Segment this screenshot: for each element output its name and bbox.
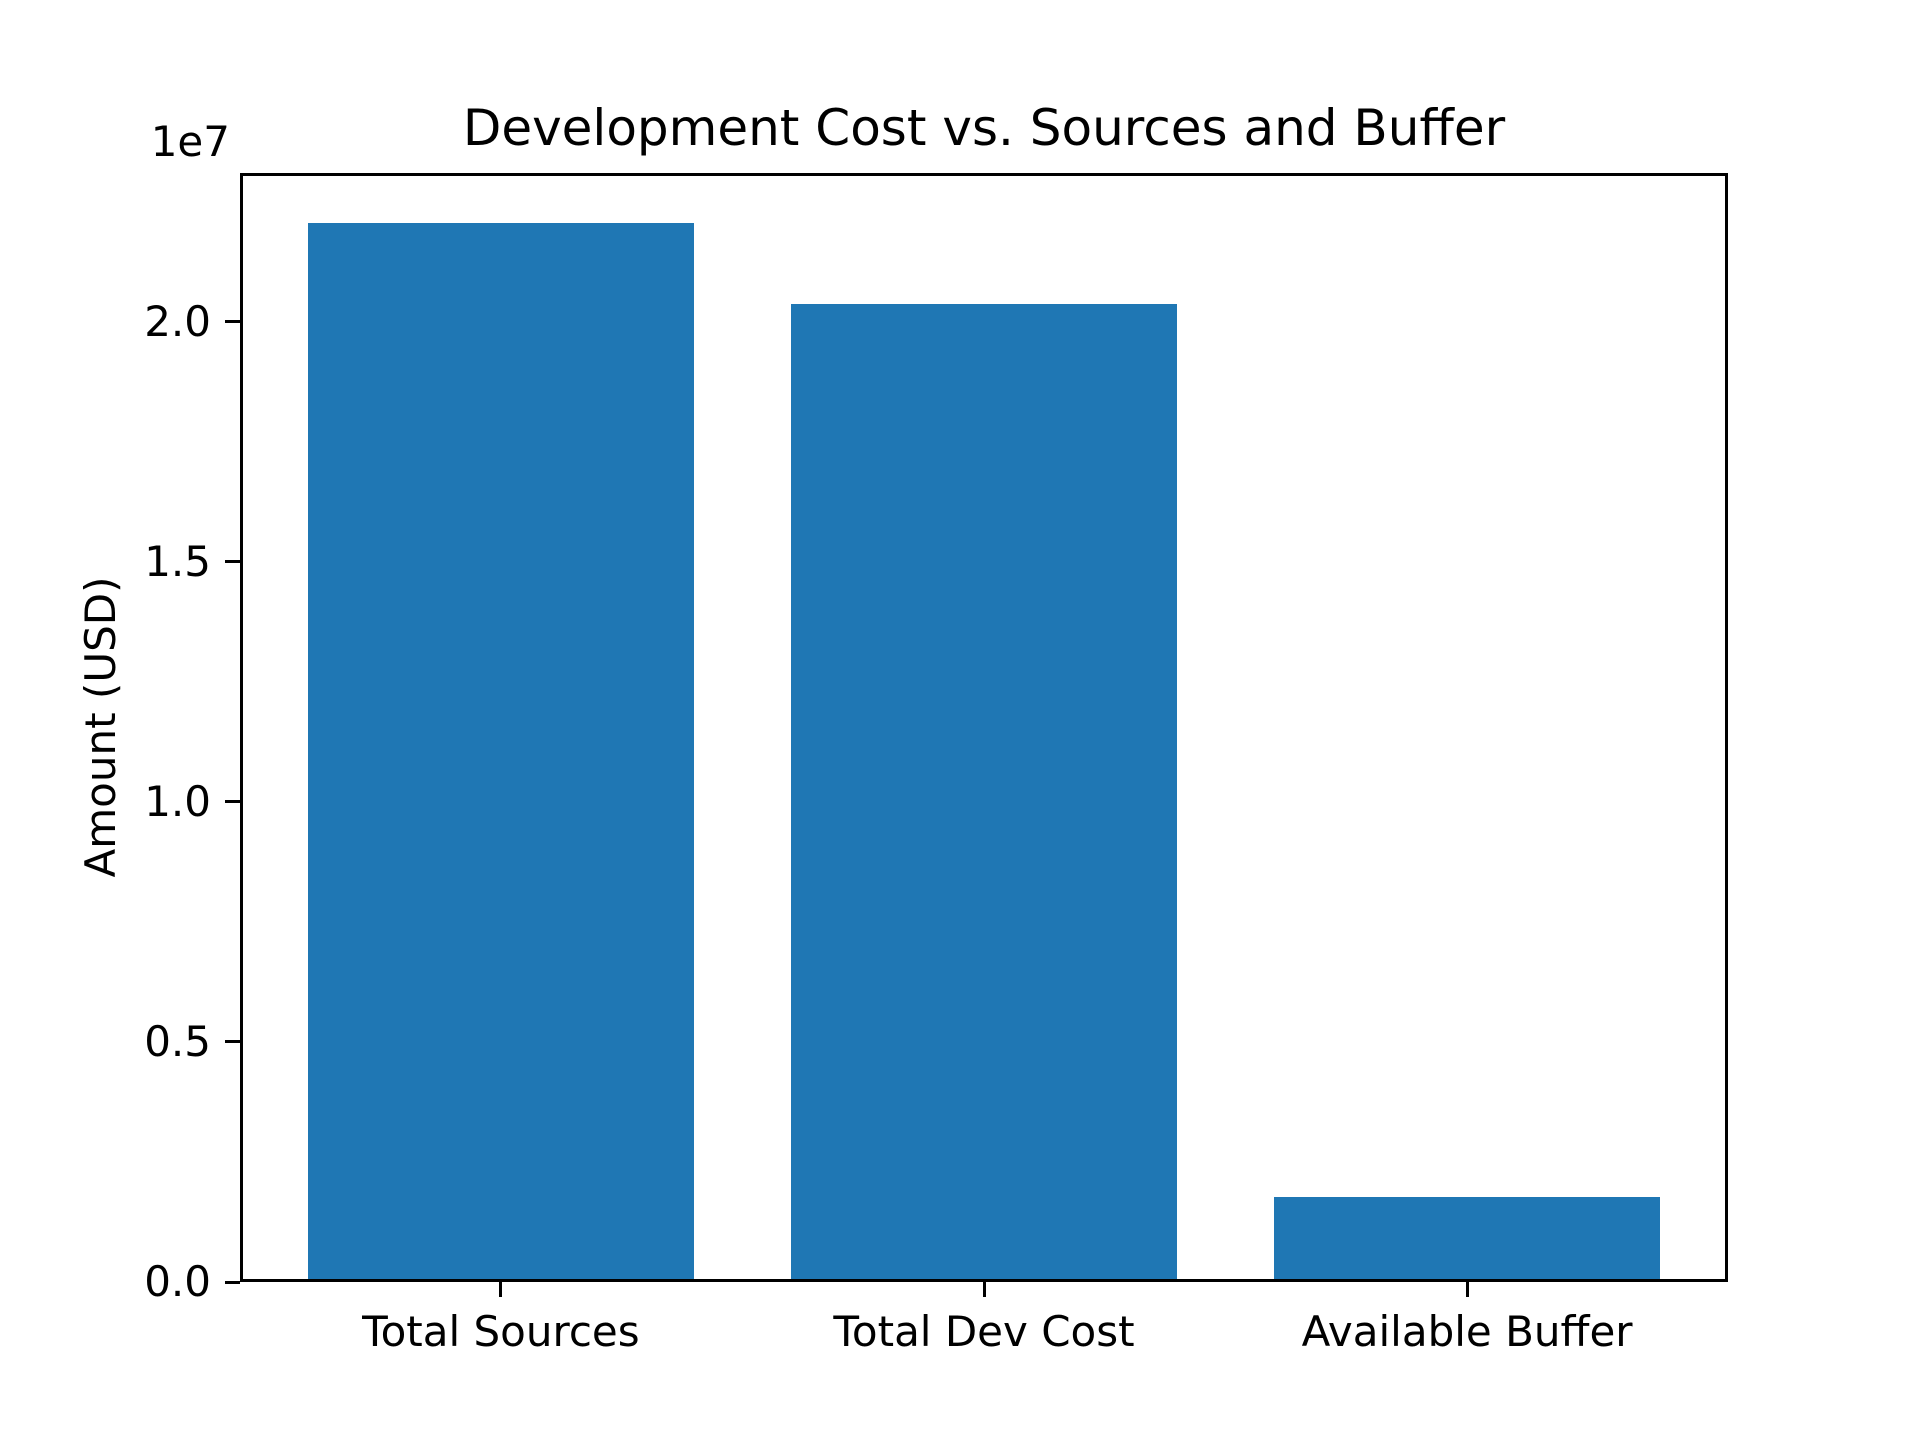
y-tick-label: 2.0 xyxy=(144,296,211,346)
y-axis-offset-text: 1e7 xyxy=(150,117,230,166)
y-tick-label: 1.5 xyxy=(144,536,211,586)
bar-available-buffer xyxy=(1273,1197,1661,1279)
chart-title: Development Cost vs. Sources and Buffer xyxy=(462,99,1506,157)
x-tick-label-total-sources: Total Sources xyxy=(362,1307,640,1356)
bar-total-dev-cost xyxy=(790,304,1178,1279)
y-axis-label: Amount (USD) xyxy=(76,576,125,878)
y-tick-mark xyxy=(225,560,240,564)
y-tick-mark xyxy=(225,1040,240,1044)
y-tick-label: 0.5 xyxy=(144,1016,211,1066)
x-tick-label-available-buffer: Available Buffer xyxy=(1301,1307,1633,1356)
y-tick-label: 1.0 xyxy=(144,776,211,826)
y-tick-mark xyxy=(225,800,240,804)
y-tick-mark xyxy=(225,320,240,324)
x-tick-mark xyxy=(499,1282,503,1297)
x-tick-mark xyxy=(1465,1282,1469,1297)
x-tick-label-total-dev-cost: Total Dev Cost xyxy=(833,1307,1135,1356)
bar-total-sources xyxy=(307,222,695,1279)
y-tick-label: 0.0 xyxy=(144,1257,211,1306)
y-tick-mark xyxy=(225,1280,240,1284)
x-tick-mark xyxy=(982,1282,986,1297)
plot-area xyxy=(240,173,1728,1282)
